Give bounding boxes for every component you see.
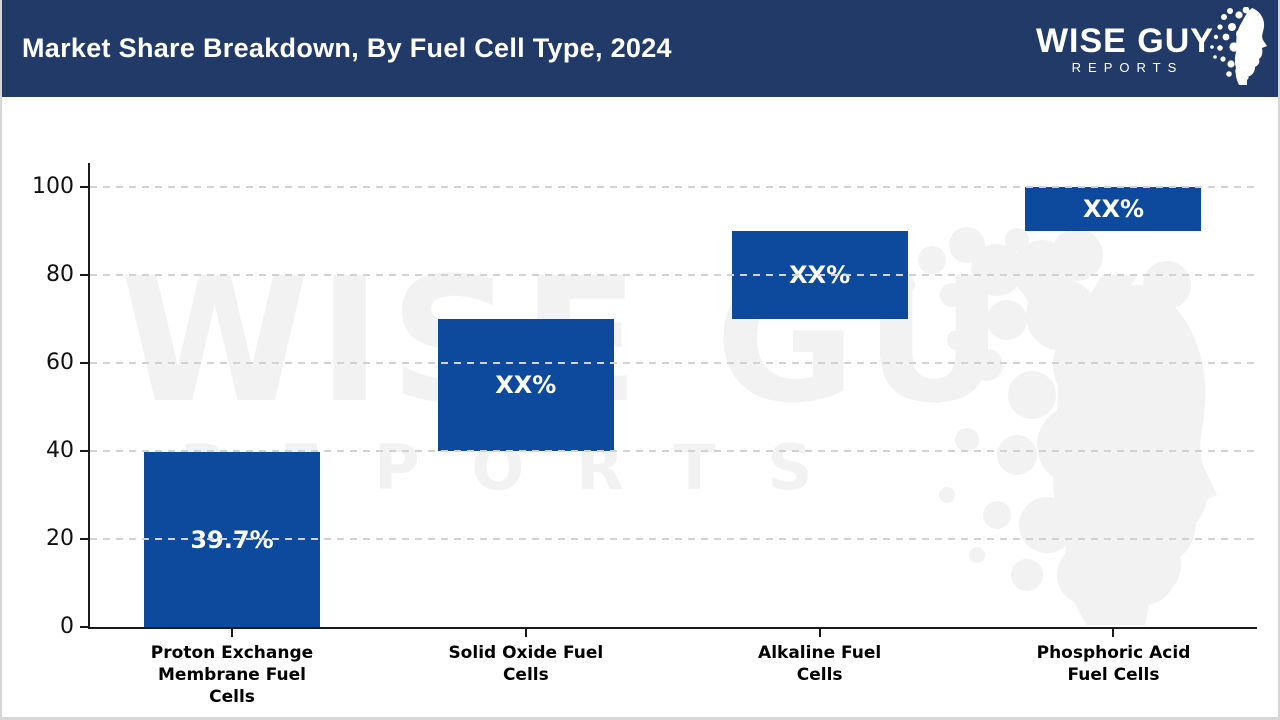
y-tick-mark <box>80 274 89 276</box>
wiseguy-logo: WISE GUY REPORTS <box>1036 5 1268 93</box>
chart-title: Market Share Breakdown, By Fuel Cell Typ… <box>22 33 672 63</box>
x-category-label: Alkaline Fuel Cells <box>758 643 882 685</box>
plot-area: WISE GUY REPORTS 0 20 40 60 80 100 39.7% Proton… <box>2 97 1278 717</box>
gridline <box>90 274 1255 276</box>
bar-value-label: XX% <box>495 371 557 399</box>
gridline <box>90 538 1255 540</box>
y-tick-label: 20 <box>46 526 74 551</box>
x-axis-spine <box>88 627 1257 629</box>
bar: XX% <box>1025 187 1202 231</box>
y-tick-label: 0 <box>60 614 74 639</box>
x-tick-mark <box>524 629 527 637</box>
bar: XX% <box>437 319 614 451</box>
y-tick-mark <box>80 450 89 452</box>
logo-text: WISE GUY REPORTS <box>1036 23 1214 75</box>
x-category-label: Phosphoric Acid Fuel Cells <box>1036 643 1191 685</box>
x-tick-mark <box>1112 629 1115 637</box>
y-tick-label: 60 <box>46 350 74 375</box>
gridline <box>90 450 1255 452</box>
logo-head-icon <box>1210 7 1267 85</box>
y-tick-label: 80 <box>46 262 74 287</box>
y-axis-spine <box>88 163 90 629</box>
header: Market Share Breakdown, By Fuel Cell Typ… <box>2 0 1278 97</box>
x-tick-mark <box>818 629 821 637</box>
y-tick-mark <box>80 626 89 628</box>
x-category-label: Solid Oxide Fuel Cells <box>448 643 604 685</box>
y-tick-mark <box>80 538 89 540</box>
x-category-label: Proton Exchange Membrane Fuel Cells <box>150 643 314 707</box>
x-tick-mark <box>231 629 233 637</box>
logo-subtitle: REPORTS <box>1071 60 1184 75</box>
y-tick-mark <box>80 362 89 364</box>
gridline <box>90 186 1255 188</box>
bar-value-label: XX% <box>1082 195 1145 223</box>
y-tick-label: 100 <box>32 174 74 199</box>
y-tick-mark <box>80 186 89 188</box>
watermark-head-icon <box>899 227 1217 625</box>
logo-wordmark: WISE GUY <box>1035 22 1214 60</box>
y-tick-label: 40 <box>46 438 74 463</box>
gridline <box>90 362 1255 364</box>
